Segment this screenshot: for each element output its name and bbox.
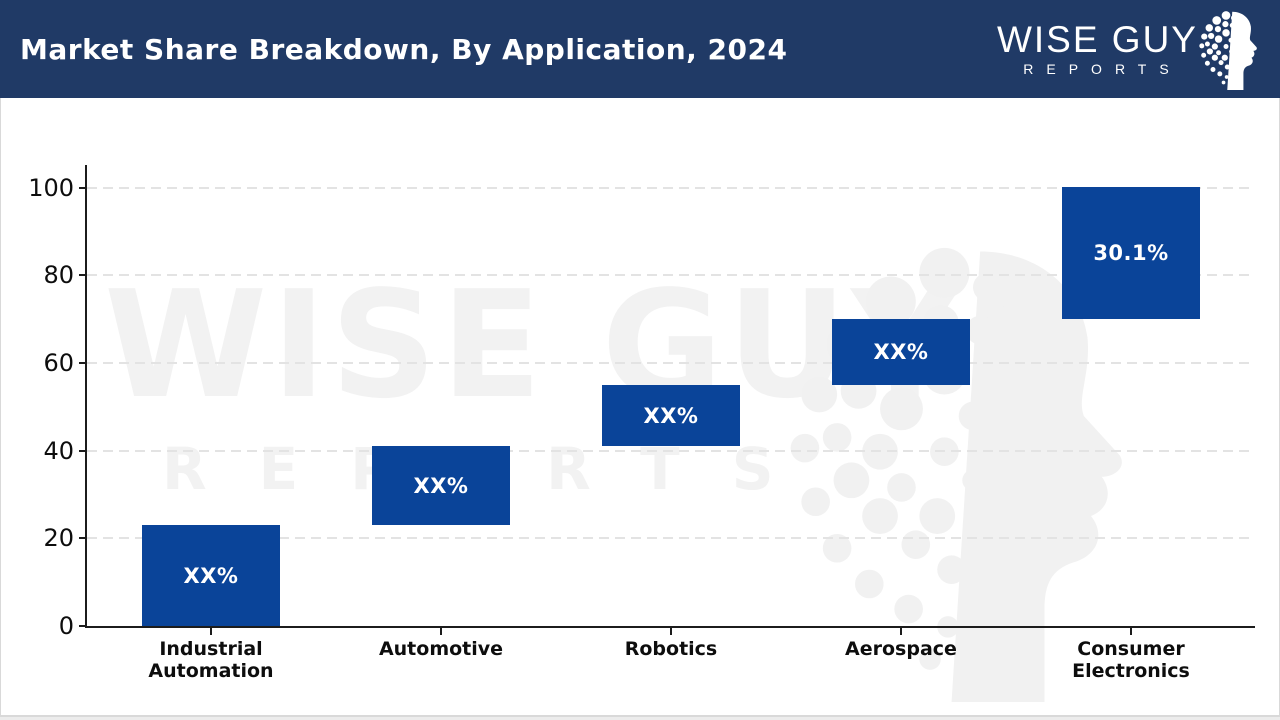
y-tick-mark bbox=[79, 537, 87, 540]
y-tick-label: 0 bbox=[58, 612, 74, 640]
y-axis-spine bbox=[85, 165, 87, 628]
y-tick-label: 60 bbox=[43, 348, 74, 377]
y-tick-mark bbox=[79, 625, 87, 627]
gridline-80 bbox=[87, 274, 1255, 277]
x-tick-mark bbox=[1130, 626, 1132, 635]
gridline-100 bbox=[87, 186, 1255, 189]
bar-industrial-automation: XX% bbox=[142, 525, 280, 626]
logo-wordmark: WISE GUY bbox=[996, 19, 1198, 60]
wise-guy-logo: WISE GUY REPORTS bbox=[997, 8, 1266, 90]
y-tick-label: 40 bbox=[43, 436, 74, 465]
x-category-label: Robotics bbox=[624, 638, 718, 660]
chart-title: Market Share Breakdown, By Application, … bbox=[20, 32, 788, 66]
bar-value-label: 30.1% bbox=[1093, 241, 1169, 266]
logo-subtitle: REPORTS bbox=[1023, 61, 1182, 77]
y-tick-label: 100 bbox=[28, 173, 74, 202]
x-tick-mark bbox=[900, 626, 902, 635]
gridline-60 bbox=[87, 361, 1255, 364]
y-tick-mark bbox=[79, 361, 87, 364]
bar-aerospace: XX% bbox=[832, 319, 970, 385]
y-tick-mark bbox=[79, 186, 87, 189]
bar-consumer-electronics: 30.1% bbox=[1062, 187, 1200, 320]
logo-text: WISE GUY REPORTS bbox=[997, 21, 1198, 77]
x-category-label: Aerospace bbox=[845, 638, 957, 660]
bar-value-label: XX% bbox=[413, 473, 469, 498]
y-tick-label: 80 bbox=[43, 261, 74, 290]
x-category-label: Industrial Automation bbox=[148, 638, 274, 682]
bar-automotive: XX% bbox=[372, 446, 510, 526]
dotted-head-icon bbox=[1199, 11, 1257, 90]
chart-plot-area: WISE GUY REPORTS 020406080100XX%Industri… bbox=[0, 98, 1280, 720]
y-tick-mark bbox=[79, 449, 87, 452]
x-category-label: Consumer Electronics bbox=[1072, 638, 1190, 682]
x-tick-mark bbox=[210, 626, 212, 635]
bottom-strip bbox=[0, 717, 1280, 720]
bar-value-label: XX% bbox=[183, 563, 239, 588]
bottom-divider bbox=[0, 715, 1280, 717]
y-tick-mark bbox=[79, 274, 87, 277]
gridline-40 bbox=[87, 449, 1255, 452]
x-tick-mark bbox=[440, 626, 442, 635]
x-tick-mark bbox=[670, 626, 672, 635]
x-category-label: Automotive bbox=[378, 638, 504, 660]
bar-value-label: XX% bbox=[873, 339, 929, 364]
gridline-20 bbox=[87, 537, 1255, 540]
bar-robotics: XX% bbox=[602, 384, 740, 447]
y-tick-label: 20 bbox=[43, 524, 74, 553]
header-bar: Market Share Breakdown, By Application, … bbox=[0, 0, 1280, 98]
bar-value-label: XX% bbox=[643, 403, 699, 428]
